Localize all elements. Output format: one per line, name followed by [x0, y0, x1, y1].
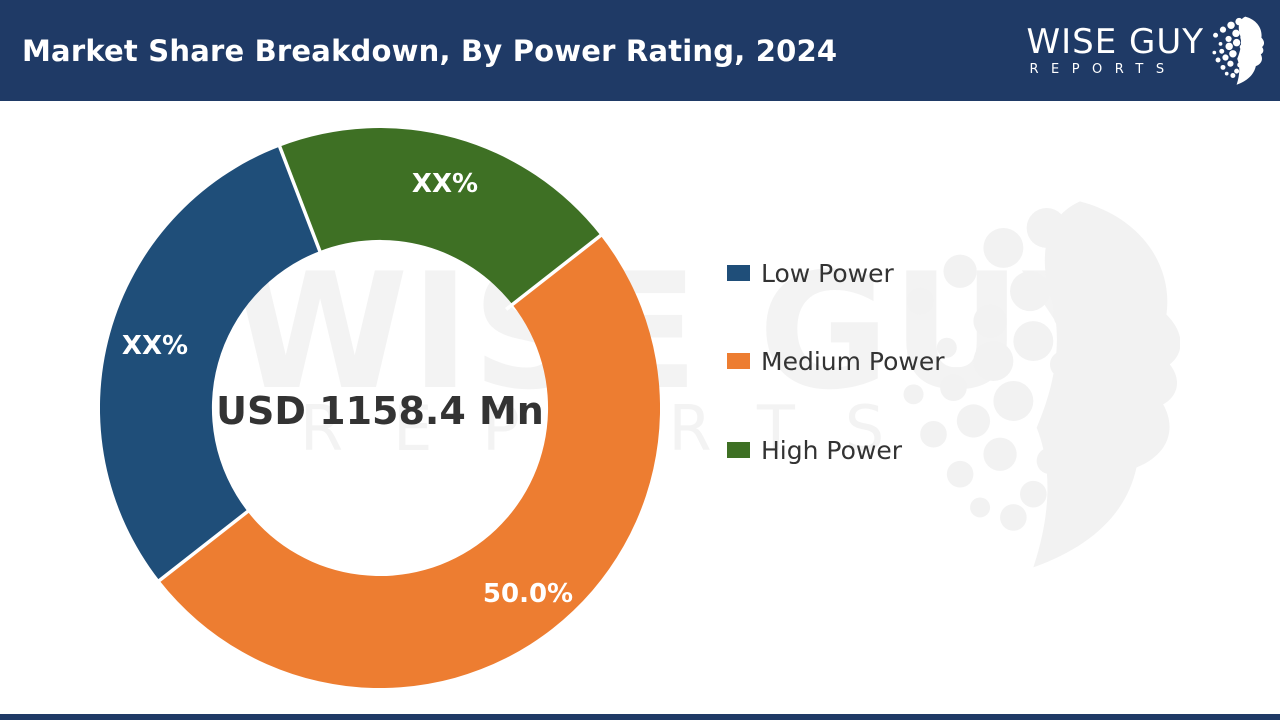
legend-swatch-low-power — [727, 265, 750, 281]
brand-logo-subtitle: REPORTS — [1029, 62, 1177, 77]
legend-item-high-power: High Power — [727, 435, 902, 465]
donut-center-value: USD 1158.4 Mn — [216, 389, 544, 433]
segment-low-power[interactable] — [100, 146, 320, 581]
legend-swatch-medium-power — [727, 353, 750, 369]
legend-label-high-power: High Power — [761, 435, 902, 465]
legend-label-low-power: Low Power — [761, 258, 894, 288]
legend-label-medium-power: Medium Power — [761, 346, 945, 376]
page-title: Market Share Breakdown, By Power Rating,… — [22, 33, 838, 68]
watermark-head-icon — [903, 201, 1180, 568]
donut-chart: XX% 50.0% XX% USD 1158.4 Mn — [100, 128, 660, 688]
legend-item-low-power: Low Power — [727, 258, 894, 288]
brand-logo-name: WISE GUY — [1026, 22, 1204, 62]
segment-medium-power[interactable] — [159, 235, 660, 689]
segment-label-medium-power: 50.0% — [482, 579, 574, 609]
segment-label-high-power: XX% — [411, 169, 479, 199]
segment-label-low-power: XX% — [121, 331, 189, 361]
brand-logo-head-icon — [1212, 16, 1264, 85]
header: Market Share Breakdown, By Power Rating,… — [0, 0, 1280, 101]
brand-logo: WISE GUY REPORTS — [1026, 0, 1264, 101]
segment-high-power[interactable] — [279, 128, 601, 305]
footer-bar — [0, 714, 1280, 720]
segment-dividers — [156, 144, 604, 584]
legend-swatch-high-power — [727, 442, 750, 458]
legend-item-medium-power: Medium Power — [727, 346, 945, 376]
